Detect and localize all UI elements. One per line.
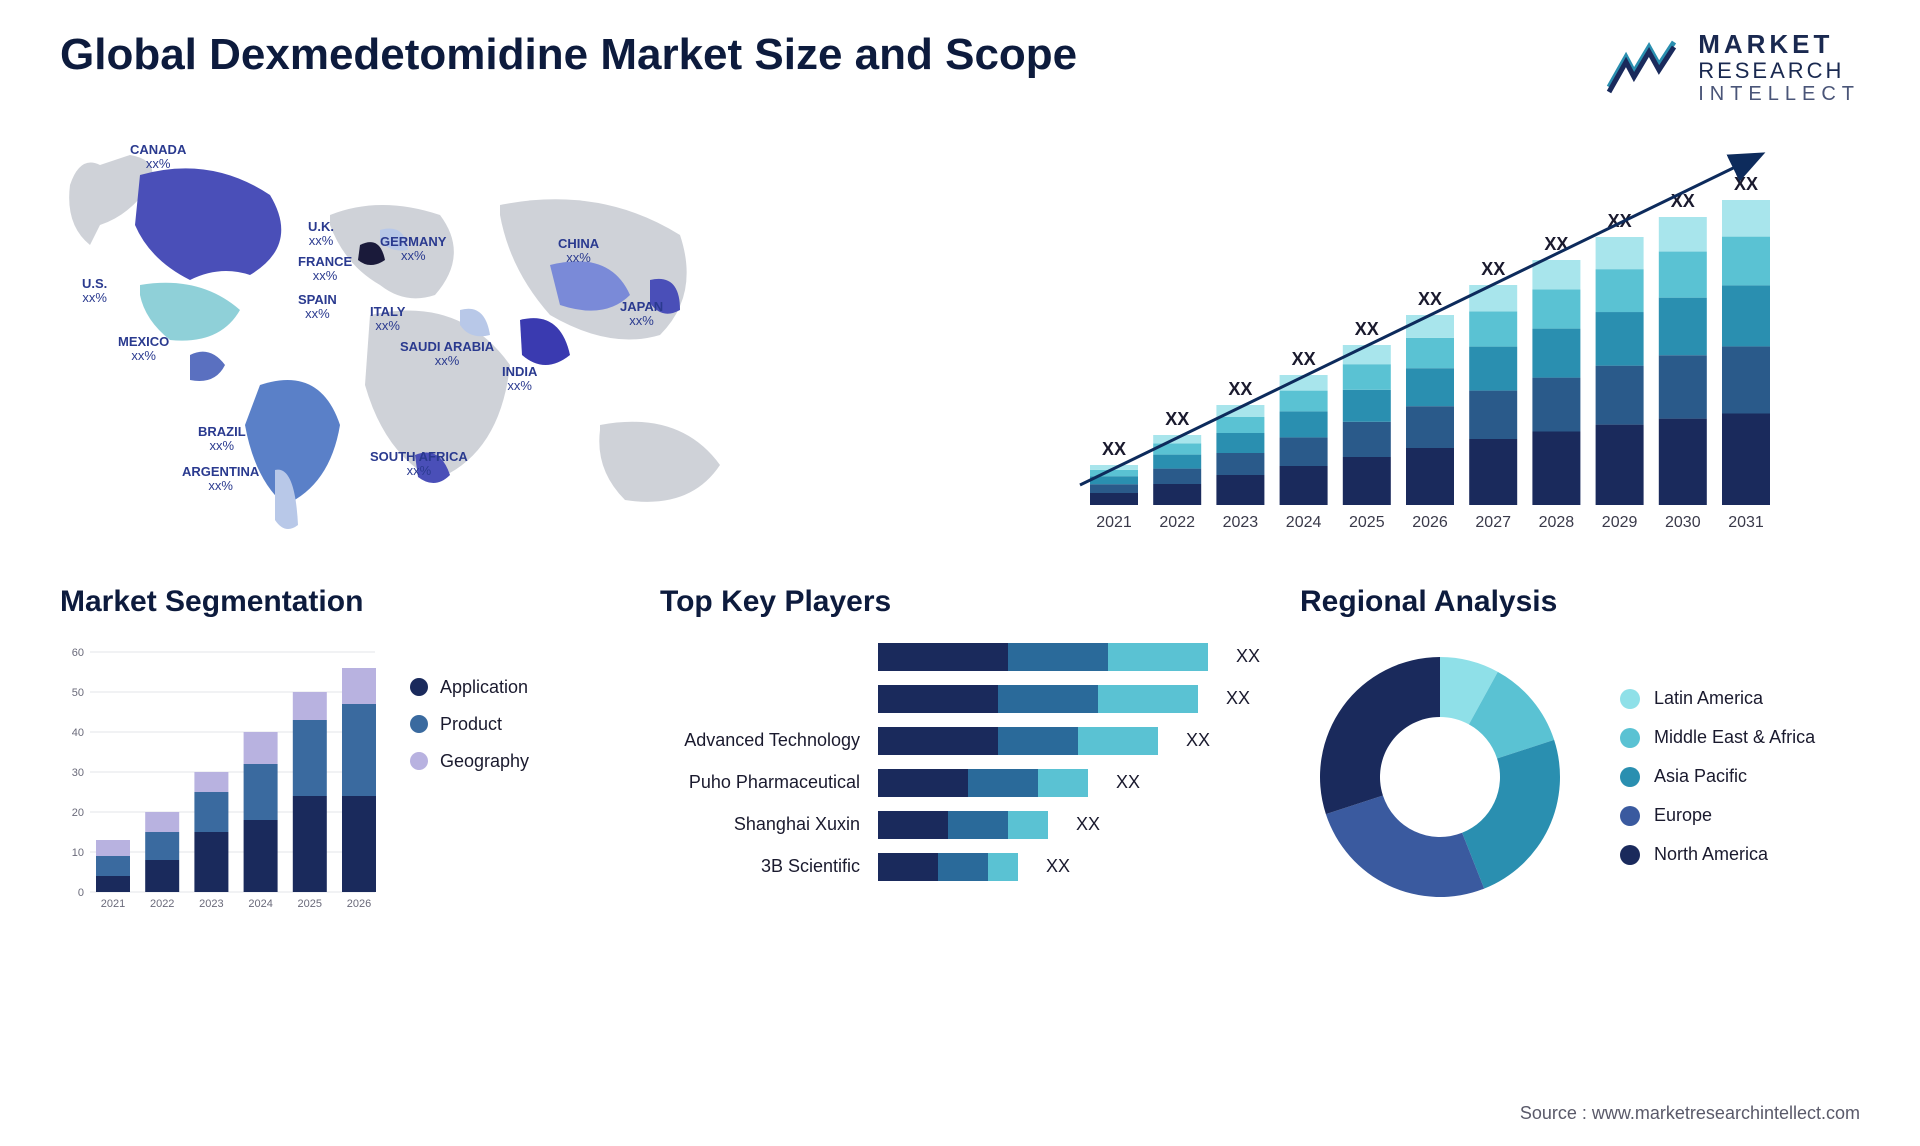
svg-text:XX: XX <box>1102 439 1126 459</box>
player-row: Advanced TechnologyXX <box>660 727 1260 755</box>
segmentation-panel: Market Segmentation 0 10 20 30 40 50 60 2021 202… <box>60 585 620 917</box>
svg-text:0: 0 <box>78 887 84 899</box>
player-row: Shanghai XuxinXX <box>660 811 1260 839</box>
world-map-panel: CANADAxx% U.S.xx% MEXICOxx% BRAZILxx% ARGENT… <box>40 125 940 545</box>
player-row: XX <box>660 643 1260 671</box>
svg-text:60: 60 <box>72 647 84 659</box>
legend-item: Latin America <box>1620 688 1815 709</box>
legend-item: Middle East & Africa <box>1620 727 1815 748</box>
svg-text:2026: 2026 <box>1412 514 1448 531</box>
svg-text:50: 50 <box>72 687 84 699</box>
legend-item: North America <box>1620 844 1815 865</box>
svg-text:2021: 2021 <box>101 898 125 910</box>
svg-text:2021: 2021 <box>1096 514 1132 531</box>
svg-text:2025: 2025 <box>1349 514 1385 531</box>
svg-text:XX: XX <box>1165 409 1189 429</box>
regional-panel: Regional Analysis Latin America Middle Ea… <box>1300 585 1860 917</box>
legend-item: Europe <box>1620 805 1815 826</box>
svg-text:2023: 2023 <box>1223 514 1259 531</box>
country-label: FRANCExx% <box>298 255 352 284</box>
svg-text:XX: XX <box>1734 174 1758 194</box>
svg-text:2028: 2028 <box>1539 514 1575 531</box>
legend-item: Geography <box>410 751 529 772</box>
svg-text:2024: 2024 <box>1286 514 1322 531</box>
svg-text:XX: XX <box>1481 259 1505 279</box>
players-title: Top Key Players <box>660 585 1260 619</box>
svg-text:40: 40 <box>72 727 84 739</box>
legend-item: Product <box>410 714 529 735</box>
country-label: CANADAxx% <box>130 143 186 172</box>
svg-text:2026: 2026 <box>347 898 371 910</box>
svg-text:XX: XX <box>1355 319 1379 339</box>
forecast-chart: XXXXXXXXXXXXXXXXXXXXXX 20212022202320242… <box>1000 125 1860 545</box>
segmentation-title: Market Segmentation <box>60 585 620 619</box>
svg-text:2025: 2025 <box>298 898 322 910</box>
svg-text:XX: XX <box>1228 379 1252 399</box>
svg-text:XX: XX <box>1292 349 1316 369</box>
country-label: SPAINxx% <box>298 293 337 322</box>
svg-text:2029: 2029 <box>1602 514 1638 531</box>
svg-text:30: 30 <box>72 767 84 779</box>
svg-text:2024: 2024 <box>248 898 272 910</box>
svg-text:10: 10 <box>72 847 84 859</box>
country-label: JAPANxx% <box>620 300 663 329</box>
svg-text:2022: 2022 <box>150 898 174 910</box>
country-label: U.K.xx% <box>308 220 334 249</box>
svg-text:20: 20 <box>72 807 84 819</box>
country-label: MEXICOxx% <box>118 335 169 364</box>
regional-legend: Latin America Middle East & Africa Asia Pa… <box>1620 688 1815 865</box>
legend-item: Application <box>410 677 529 698</box>
svg-text:2030: 2030 <box>1665 514 1701 531</box>
svg-text:2022: 2022 <box>1159 514 1195 531</box>
country-label: ARGENTINAxx% <box>182 465 259 494</box>
legend-item: Asia Pacific <box>1620 766 1815 787</box>
country-label: SOUTH AFRICAxx% <box>370 450 468 479</box>
country-label: BRAZILxx% <box>198 425 246 454</box>
country-label: U.S.xx% <box>82 277 107 306</box>
players-chart: XX XX Advanced TechnologyXX Puho Pharmaceut… <box>660 637 1260 881</box>
country-label: CHINAxx% <box>558 237 599 266</box>
players-panel: Top Key Players XX XX Advanced TechnologyX… <box>660 585 1260 917</box>
regional-donut-chart <box>1300 637 1580 917</box>
country-label: ITALYxx% <box>370 305 405 334</box>
brand-logo: MARKET RESEARCH INTELLECT <box>1604 30 1860 105</box>
source-text: Source : www.marketresearchintellect.com <box>1520 1103 1860 1124</box>
logo-line2: RESEARCH <box>1698 59 1860 83</box>
svg-text:2031: 2031 <box>1728 514 1764 531</box>
world-map-icon <box>40 125 940 545</box>
segmentation-chart: 0 10 20 30 40 50 60 2021 2022 2023 2024 2025 2026 <box>60 637 380 917</box>
logo-line3: INTELLECT <box>1698 83 1860 105</box>
page-title: Global Dexmedetomidine Market Size and S… <box>60 30 1077 80</box>
svg-text:2027: 2027 <box>1475 514 1511 531</box>
logo-line1: MARKET <box>1698 30 1860 59</box>
country-label: SAUDI ARABIAxx% <box>400 340 494 369</box>
svg-text:2023: 2023 <box>199 898 223 910</box>
player-row: XX <box>660 685 1260 713</box>
country-label: INDIAxx% <box>502 365 537 394</box>
logo-mark-icon <box>1604 37 1684 97</box>
player-row: Puho PharmaceuticalXX <box>660 769 1260 797</box>
country-label: GERMANYxx% <box>380 235 446 264</box>
regional-title: Regional Analysis <box>1300 585 1860 619</box>
segmentation-legend: Application Product Geography <box>410 637 529 788</box>
player-row: 3B ScientificXX <box>660 853 1260 881</box>
svg-text:XX: XX <box>1418 289 1442 309</box>
